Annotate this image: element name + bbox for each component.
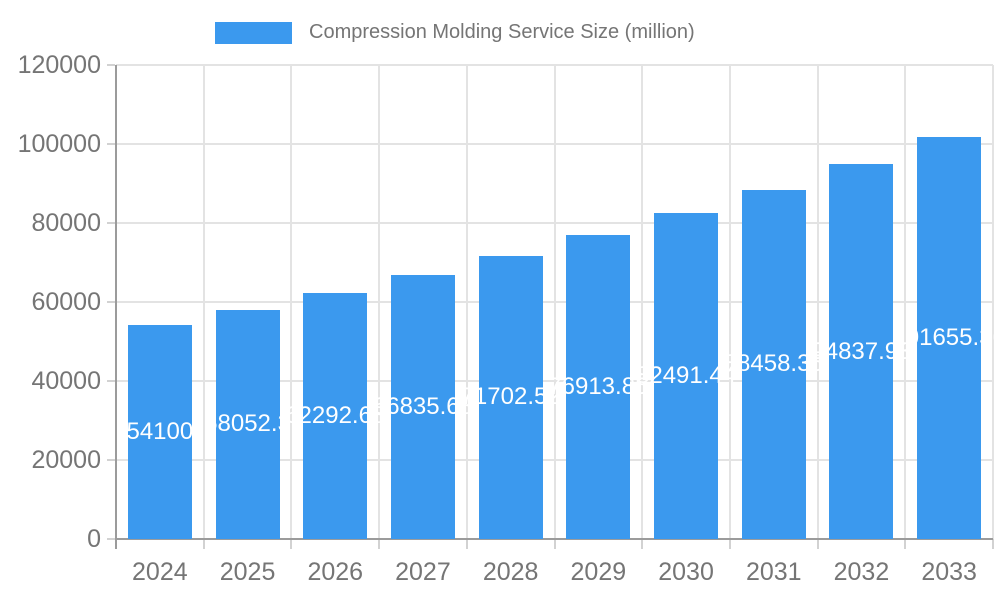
- y-axis-tick: [107, 380, 115, 382]
- legend-label: Compression Molding Service Size (millio…: [309, 21, 695, 43]
- x-axis-line: [116, 538, 993, 540]
- gridline-vertical: [378, 65, 381, 539]
- bar-value-label: 88458.35: [723, 350, 824, 378]
- x-tick-label: 2028: [482, 558, 539, 586]
- y-tick-label: 100000: [17, 130, 101, 158]
- x-tick-label: 2032: [833, 558, 890, 586]
- x-axis-tick: [728, 539, 731, 549]
- y-axis-tick: [107, 459, 115, 461]
- x-tick-label: 2030: [658, 558, 714, 586]
- y-tick-label: 20000: [31, 446, 101, 474]
- bar: [654, 213, 719, 539]
- bar-value-label: 66835.68: [372, 392, 473, 420]
- x-axis-tick: [641, 539, 644, 549]
- x-axis-tick: [378, 539, 381, 549]
- y-tick-label: 40000: [31, 367, 101, 395]
- bar: [741, 189, 806, 539]
- legend-item[interactable]: Compression Molding Service Size (millio…: [215, 21, 695, 44]
- gridline-vertical: [553, 65, 556, 539]
- bar-value-label: 94837.93: [811, 337, 912, 365]
- gridline-vertical: [465, 65, 468, 539]
- bar: [478, 255, 543, 539]
- y-tick-label: 80000: [31, 209, 101, 237]
- bar-value-label: 54100: [126, 418, 194, 446]
- x-axis-tick: [202, 539, 205, 549]
- x-axis-tick: [290, 539, 293, 549]
- x-tick-label: 2029: [570, 558, 627, 586]
- x-tick-label: 2025: [219, 558, 276, 586]
- y-axis-tick: [107, 64, 115, 66]
- gridline-vertical: [904, 65, 907, 539]
- y-axis-tick: [107, 143, 115, 145]
- y-axis-tick: [107, 222, 115, 224]
- gridline-vertical: [641, 65, 644, 539]
- y-tick-label: 0: [87, 525, 101, 553]
- bar: [566, 235, 631, 539]
- y-axis-tick: [107, 301, 115, 303]
- y-tick-label: 60000: [31, 288, 101, 316]
- bar: [215, 309, 280, 539]
- x-axis-tick: [992, 539, 994, 549]
- y-axis-line: [115, 65, 117, 549]
- bar: [917, 137, 982, 539]
- x-tick-label: 2033: [921, 558, 977, 586]
- bar-value-label: 71702.52: [460, 383, 561, 411]
- bar: [390, 274, 455, 539]
- gridline-vertical: [202, 65, 205, 539]
- gridline-vertical: [992, 65, 994, 539]
- x-tick-label: 2027: [395, 558, 451, 586]
- x-axis-tick: [465, 539, 468, 549]
- bar-value-label: 62292.68: [285, 401, 386, 429]
- x-tick-label: 2024: [132, 558, 188, 586]
- x-axis-tick: [904, 539, 907, 549]
- legend: Compression Molding Service Size (millio…: [215, 21, 695, 44]
- x-tick-label: 2026: [307, 558, 364, 586]
- y-tick-label: 120000: [17, 51, 101, 79]
- bar: [303, 292, 368, 539]
- bar-value-label: 76913.85: [548, 373, 649, 401]
- y-axis-tick: [107, 538, 115, 540]
- x-axis-tick: [553, 539, 556, 549]
- bar: [829, 164, 894, 539]
- x-axis-tick: [816, 539, 819, 549]
- gridline-vertical: [290, 65, 293, 539]
- gridline-vertical: [728, 65, 731, 539]
- x-tick-label: 2031: [745, 558, 802, 586]
- legend-swatch: [215, 21, 292, 44]
- bar-value-label: 82491.44: [635, 362, 737, 390]
- gridline-vertical: [816, 65, 819, 539]
- bar: [127, 325, 192, 539]
- bar-value-label: 58052.3: [204, 410, 291, 438]
- bar-value-label: 101655.36: [892, 324, 1000, 352]
